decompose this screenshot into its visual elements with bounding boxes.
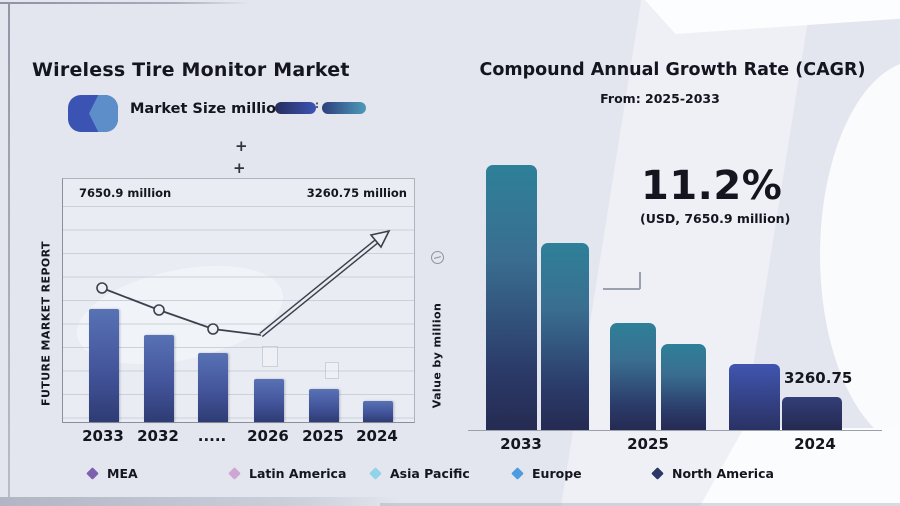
market-size-label: Market Size million	[130, 101, 287, 117]
left-bar-2033	[89, 309, 119, 422]
plus-mark-bottom: +	[233, 159, 246, 177]
cagr-note: (USD, 7650.9 million)	[640, 211, 791, 226]
left-y-axis-label: FUTURE MARKET REPORT	[39, 241, 53, 406]
bracket-vertical-line	[639, 272, 641, 289]
legend-item-europe: Europe	[511, 466, 582, 481]
right-y-axis-label: Value by million	[430, 302, 444, 409]
bracket-horizontal-line	[603, 288, 640, 290]
left-bar-2024	[363, 401, 393, 422]
legend-item-latin-america: Latin America	[228, 466, 347, 481]
plus-mark-top: +	[235, 137, 248, 155]
cagr-chart: 3260.75 2033 2025 2024	[468, 150, 882, 453]
legend-diamond-icon	[651, 467, 664, 480]
right-bar-2025-bar-1	[610, 323, 656, 430]
cagr-title: Compound Annual Growth Rate (CAGR)	[479, 60, 866, 80]
legend-label: North America	[672, 466, 774, 481]
legend-item-mea: MEA	[86, 466, 138, 481]
legend-diamond-icon	[369, 467, 382, 480]
left-bar-2025	[309, 389, 339, 422]
frame-left-line	[8, 2, 10, 502]
right-bar-2024-bar-1	[729, 364, 780, 430]
legend-label: MEA	[107, 466, 138, 481]
market-size-chart-panel: 7650.9 million 3260.75 million	[62, 178, 415, 423]
right-bar-2033-bar-1	[486, 165, 537, 430]
trend-line-and-arrow	[96, 229, 391, 338]
left-bar-2026	[254, 379, 284, 422]
left-bar-2032	[144, 335, 174, 422]
chart-annotation-left: 7650.9 million	[79, 186, 172, 200]
bottom-edge-line	[380, 503, 900, 506]
watermark-doc-icon	[262, 346, 278, 367]
right-x-label-2025: 2025	[627, 435, 669, 453]
x-axis-line	[468, 429, 882, 431]
bottom-shadow-strip	[0, 497, 400, 506]
ratio-pill-right-icon	[322, 102, 366, 114]
left-x-label-2032: 2032	[137, 427, 179, 445]
tire-cylinder-icon	[68, 95, 118, 132]
left-bar-.....	[198, 353, 228, 422]
legend-item-asia-pacific: Asia Pacific	[369, 466, 470, 481]
chart-annotation-right: 3260.75 million	[306, 186, 407, 200]
left-x-label-2024: 2024	[356, 427, 398, 445]
left-x-labels: 2033 2032..... 2026 2025 2024	[62, 427, 413, 447]
legend-diamond-icon	[511, 467, 524, 480]
legend-label: Latin America	[249, 466, 347, 481]
right-x-label-2024: 2024	[794, 435, 836, 453]
cagr-value: 11.2%	[641, 163, 783, 209]
left-x-label-2025: 2025	[302, 427, 344, 445]
legend-diamond-icon	[86, 467, 99, 480]
legend-item-north-america: North America	[651, 466, 774, 481]
right-x-label-2033: 2033	[500, 435, 542, 453]
right-x-labels: 2033 2025 2024	[468, 435, 882, 455]
right-bar-2024-bar-2	[782, 397, 842, 430]
ratio-pill-left-icon	[275, 102, 316, 114]
left-bars	[63, 179, 414, 422]
legend-label: Europe	[532, 466, 582, 481]
legend-diamond-icon	[228, 467, 241, 480]
legend-label: Asia Pacific	[390, 466, 470, 481]
right-bar-2033-bar-2	[541, 243, 589, 430]
left-x-label-2033: 2033	[82, 427, 124, 445]
watermark-doc2-icon	[325, 362, 339, 379]
right-bars	[468, 150, 882, 431]
frame-top-line	[0, 2, 250, 4]
bar-annotation: 3260.75	[784, 369, 853, 387]
page-title: Wireless Tire Monitor Market	[32, 59, 350, 81]
ratio-colon: :	[315, 100, 319, 111]
cagr-subtitle: From: 2025-2033	[600, 91, 720, 106]
left-x-label-2026: 2026	[247, 427, 289, 445]
left-x-label-.....: .....	[197, 427, 227, 445]
right-bar-2025-bar-2	[661, 344, 706, 430]
chart-gridlines	[63, 206, 414, 422]
circle-dash-icon	[431, 251, 444, 264]
